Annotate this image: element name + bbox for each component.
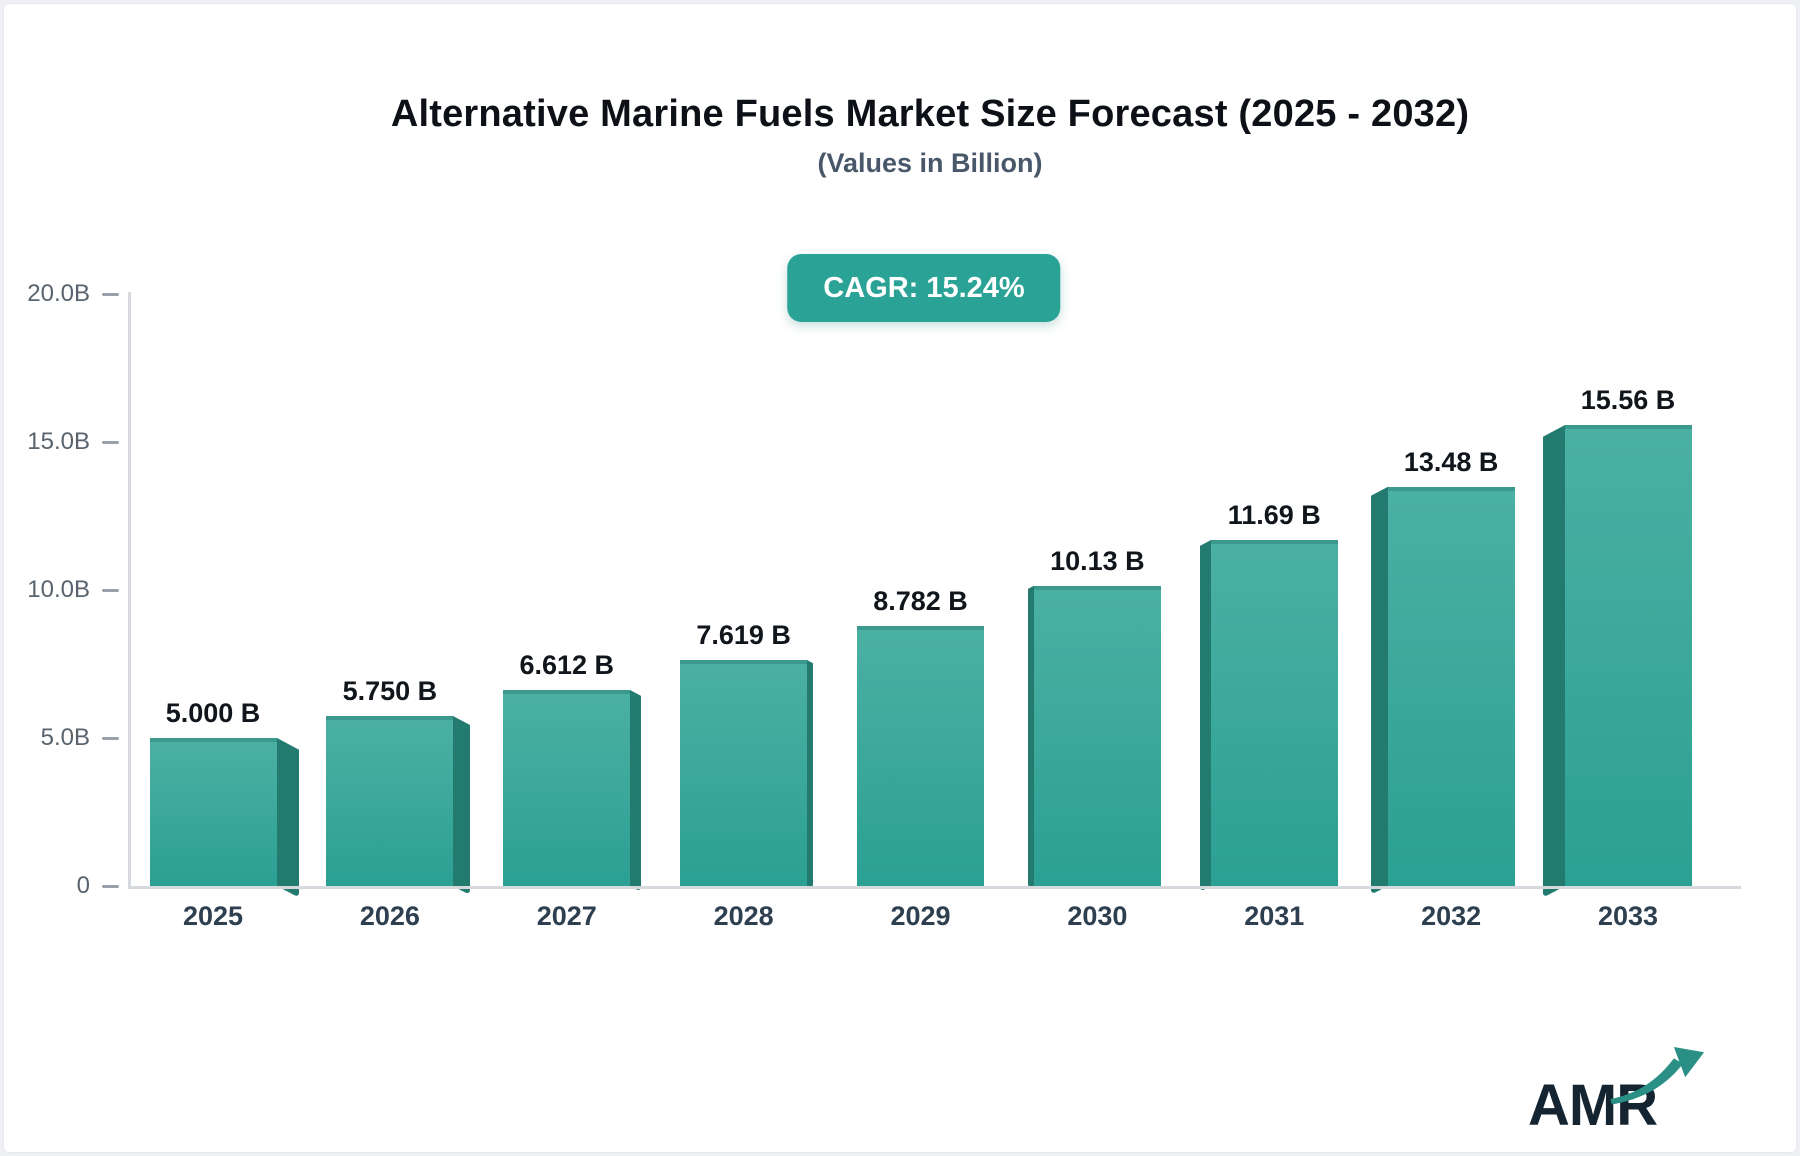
x-axis-label: 2031: [1244, 901, 1305, 931]
bar-value-label: 13.48 B: [1403, 446, 1499, 477]
x-axis-label: 2032: [1421, 901, 1482, 931]
y-axis-tick-label: 15.0B: [27, 428, 90, 455]
bar-2031: [1210, 539, 1338, 886]
cagr-badge: CAGR: 15.24%: [787, 254, 1061, 322]
y-axis-line: [128, 292, 131, 886]
x-axis-label: 2027: [536, 901, 597, 931]
bar-value-label: 8.782 B: [873, 586, 968, 617]
y-axis-tick-label: 10.0B: [27, 576, 90, 603]
y-axis-tick: [102, 588, 119, 592]
bar-value-label: 7.619 B: [696, 620, 791, 651]
bar-side-face: [630, 690, 642, 892]
y-axis-tick-label: 20.0B: [27, 280, 90, 307]
bar-value-label: 10.13 B: [1050, 546, 1145, 577]
bar-value-label: 5.000 B: [165, 698, 261, 728]
x-axis-label: 2025: [182, 901, 244, 931]
y-axis-tick: [102, 440, 119, 444]
bar-value-label: 11.69 B: [1227, 499, 1321, 530]
x-axis-label: 2030: [1067, 901, 1128, 931]
bar-value-label: 5.750 B: [342, 675, 438, 706]
bar-value-label: 15.56 B: [1580, 385, 1676, 416]
bar-2029: [857, 626, 984, 886]
amr-logo: AMR: [1528, 1047, 1718, 1146]
y-axis-tick: [102, 292, 119, 296]
trend-arrow-icon: [1610, 1047, 1705, 1105]
bar-2025: [149, 738, 277, 886]
bar-side-face: [276, 738, 299, 898]
x-axis-label: 2026: [359, 901, 420, 931]
y-axis-tick-label: 0: [76, 872, 90, 899]
chart-title: Alternative Marine Fuels Market Size For…: [390, 93, 1470, 135]
bar-value-label: 6.612 B: [519, 650, 615, 681]
x-axis-label: 2029: [890, 901, 951, 931]
bar-side-face: [1371, 486, 1388, 895]
x-axis-line: [128, 886, 1741, 889]
y-axis-tick: [102, 884, 119, 888]
bar-side-face: [453, 715, 470, 895]
bar-2033: [1564, 425, 1692, 886]
bar-2027: [503, 690, 631, 886]
x-axis-label: 2033: [1597, 901, 1659, 931]
bar-side-face: [1542, 425, 1565, 898]
bar-side-face: [1199, 539, 1211, 892]
bar-2028: [680, 660, 808, 886]
bar-2030: [1033, 586, 1161, 886]
y-axis-tick-label: 5.0B: [40, 724, 90, 751]
bar-side-face: [807, 660, 813, 889]
chart-subtitle: (Values in Billion): [817, 148, 1043, 178]
amr-logo-text: AMR: [1528, 1073, 1658, 1138]
y-axis-tick: [102, 736, 119, 740]
bar-2032: [1387, 486, 1515, 886]
bar-2026: [326, 715, 454, 886]
x-axis-label: 2028: [713, 901, 774, 931]
